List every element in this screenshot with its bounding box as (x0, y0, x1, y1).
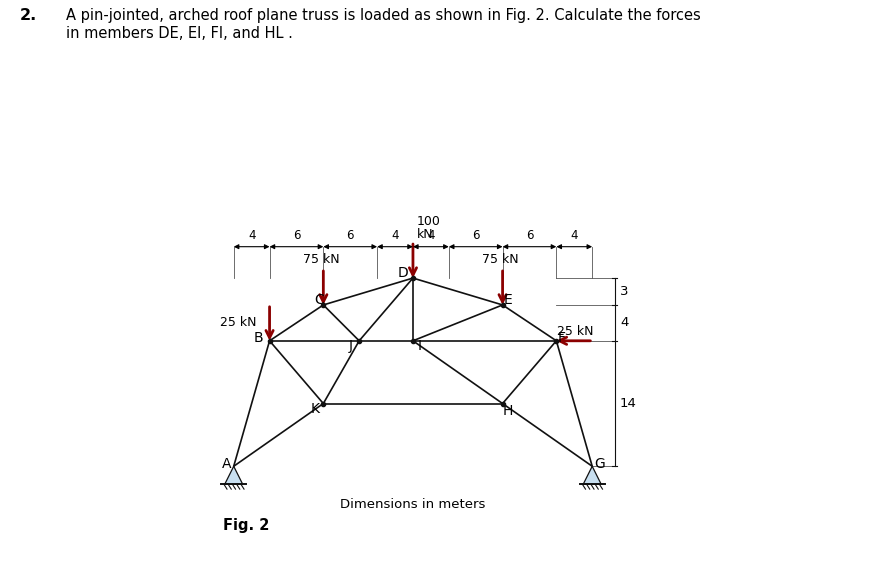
Text: 4: 4 (619, 316, 628, 329)
Text: A pin-jointed, arched roof plane truss is loaded as shown in Fig. 2. Calculate t: A pin-jointed, arched roof plane truss i… (66, 8, 700, 41)
Text: Dimensions in meters: Dimensions in meters (340, 497, 485, 510)
Text: 25 kN: 25 kN (220, 316, 255, 329)
Text: K: K (311, 402, 320, 416)
Text: A: A (221, 457, 231, 470)
Text: 3: 3 (619, 285, 628, 298)
Text: E: E (502, 293, 511, 307)
Text: 75 kN: 75 kN (303, 253, 340, 266)
Text: 2.: 2. (19, 8, 37, 24)
Text: J: J (349, 339, 353, 352)
Text: D: D (397, 266, 408, 280)
Text: 6: 6 (525, 229, 533, 242)
Text: 6: 6 (292, 229, 300, 242)
Text: 25 kN: 25 kN (557, 325, 593, 338)
Text: 6: 6 (471, 229, 479, 242)
Text: C: C (313, 293, 323, 307)
Text: 6: 6 (346, 229, 354, 242)
Text: 14: 14 (619, 397, 637, 410)
Text: G: G (594, 457, 604, 470)
Text: F: F (557, 331, 565, 345)
Text: 4: 4 (248, 229, 255, 242)
Text: Fig. 2: Fig. 2 (223, 518, 269, 533)
Polygon shape (225, 466, 242, 484)
Polygon shape (583, 466, 601, 484)
Text: H: H (501, 404, 512, 418)
Text: B: B (254, 331, 263, 345)
Text: 75 kN: 75 kN (482, 253, 519, 266)
Text: 4: 4 (570, 229, 578, 242)
Text: 100
kN: 100 kN (416, 215, 440, 241)
Text: I: I (417, 339, 421, 353)
Text: 4: 4 (391, 229, 399, 242)
Text: 4: 4 (427, 229, 434, 242)
